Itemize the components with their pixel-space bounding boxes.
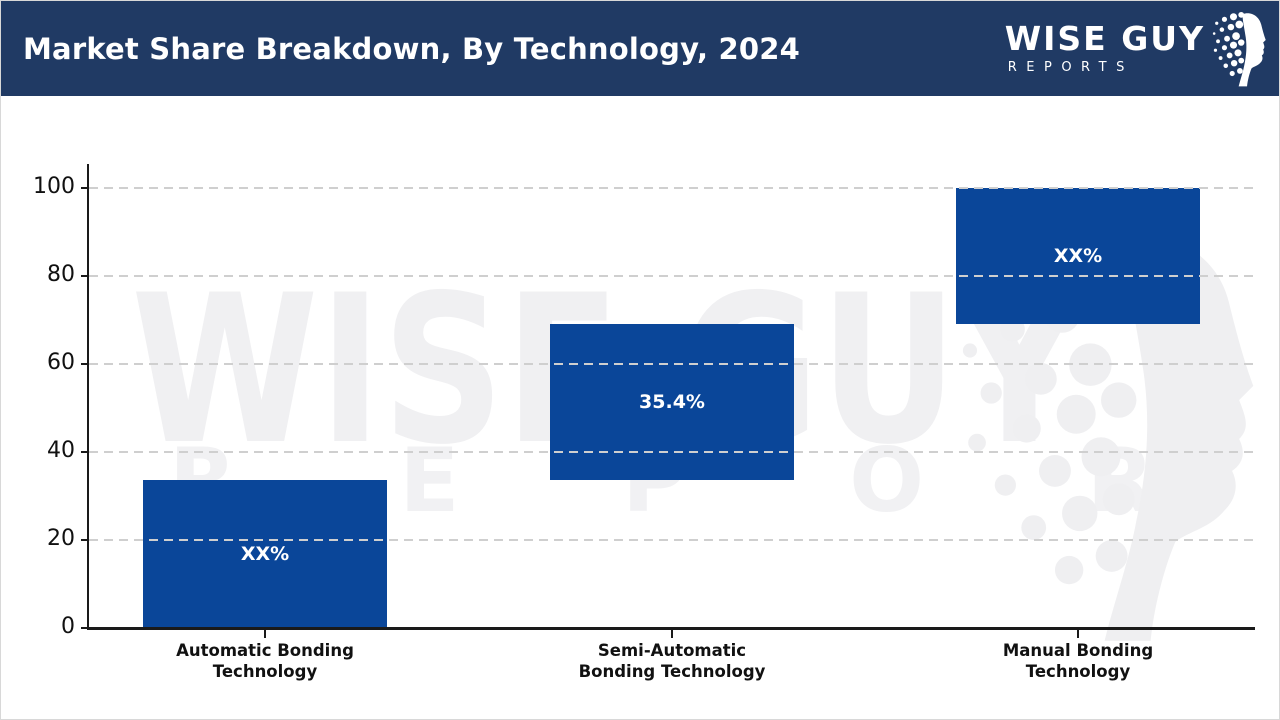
gridline-40 [89,451,1254,453]
y-tick-label-0: 0 [61,614,75,639]
x-tick-2 [671,630,673,638]
y-tick-label-100: 100 [33,174,75,199]
x-tick-1 [264,630,266,638]
gridline-60 [89,363,1254,365]
logo-tagline: REPORTS [1007,60,1134,75]
y-tick-40 [81,451,89,453]
y-tick-100 [81,187,89,189]
y-tick-label-80: 80 [47,262,75,287]
y-tick-60 [81,363,89,365]
header-bar: Market Share Breakdown, By Technology, 2… [1,1,1279,96]
x-category-label-3: Manual Bonding Technology [1002,641,1154,681]
x-tick-3 [1077,630,1079,638]
bar-value-label: 35.4% [639,391,705,414]
bar-segment-3: XX% [956,188,1200,324]
gridline-100 [89,187,1254,189]
gridline-80 [89,275,1254,277]
y-tick-label-40: 40 [47,438,75,463]
gridline-20 [89,539,1254,541]
wise-guy-reports-logo: WISE GUY REPORTS [1005,9,1267,89]
x-category-label-2: Semi-Automatic Bonding Technology [578,641,766,681]
bar-segment-1: XX% [143,480,387,628]
bar-segment-2: 35.4% [550,323,794,481]
bar-value-label: XX% [1053,244,1103,267]
chart-title: Market Share Breakdown, By Technology, 2… [23,31,801,66]
y-axis-line [87,164,89,630]
y-tick-label-20: 20 [47,526,75,551]
y-tick-0 [81,627,89,629]
bar-value-label: XX% [240,543,290,566]
y-tick-20 [81,539,89,541]
face-profile-logo-icon [1212,11,1266,86]
logo-name: WISE GUY [1004,19,1205,58]
x-category-label-1: Automatic Bonding Technology [176,641,354,681]
y-tick-label-60: 60 [47,350,75,375]
y-tick-80 [81,275,89,277]
x-axis-line [87,627,1255,630]
